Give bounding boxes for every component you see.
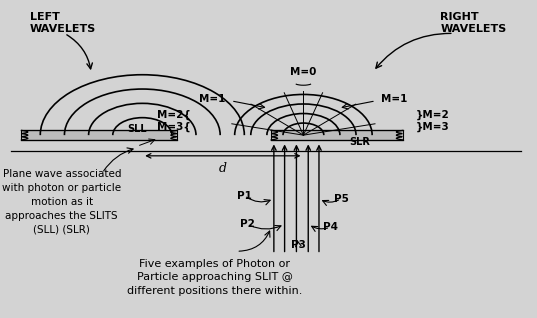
Bar <box>271 130 403 140</box>
Text: M=1: M=1 <box>199 93 226 104</box>
Text: }M=3: }M=3 <box>416 122 450 132</box>
Text: }M=2: }M=2 <box>416 109 450 120</box>
Text: P5: P5 <box>333 194 349 204</box>
Text: Five examples of Photon or
Particle approaching SLIT @
different positions there: Five examples of Photon or Particle appr… <box>127 259 302 295</box>
Text: LEFT: LEFT <box>30 12 60 23</box>
Text: M=3{: M=3{ <box>157 122 191 132</box>
Text: M=0: M=0 <box>290 67 317 77</box>
Text: P3: P3 <box>291 240 306 250</box>
Text: P2: P2 <box>240 219 255 229</box>
Text: d: d <box>219 162 227 175</box>
Text: Plane wave associated
with photon or particle
motion as it
approaches the SLITS
: Plane wave associated with photon or par… <box>2 169 121 235</box>
Text: WAVELETS: WAVELETS <box>30 24 96 34</box>
Text: P4: P4 <box>323 222 338 232</box>
Text: M=1: M=1 <box>381 93 408 104</box>
Text: SLL: SLL <box>127 124 147 134</box>
Text: RIGHT: RIGHT <box>440 12 479 23</box>
Text: WAVELETS: WAVELETS <box>440 24 506 34</box>
Bar <box>21 130 177 140</box>
Text: SLR: SLR <box>349 136 370 147</box>
Text: P1: P1 <box>237 190 252 201</box>
Text: M=2{: M=2{ <box>157 109 191 120</box>
